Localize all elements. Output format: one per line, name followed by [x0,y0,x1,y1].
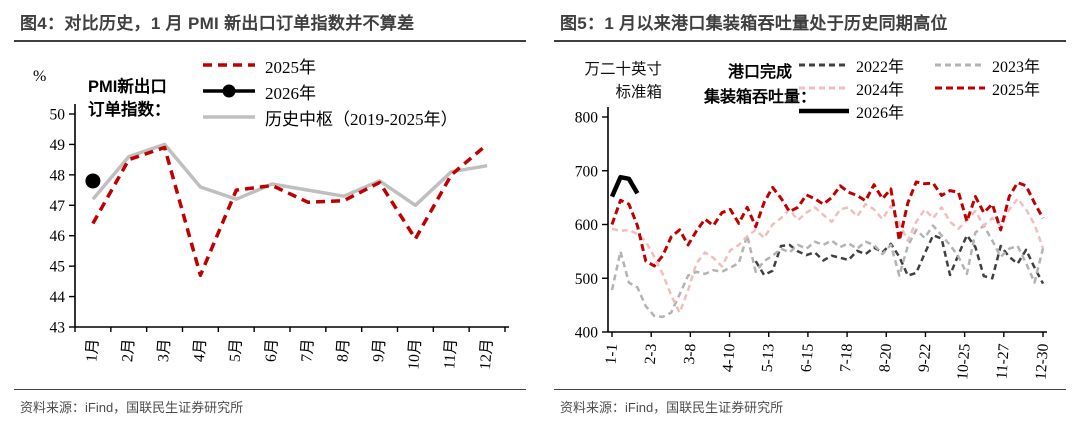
svg-text:7月: 7月 [298,338,317,362]
y-axis-unit-label: % [33,68,47,85]
svg-text:1-1: 1-1 [603,343,621,365]
series-group-label: 港口完成 集装箱吞吐量： [696,60,824,110]
legend-swatch-2022 [798,57,850,73]
legend-item-2022: 2022年 [798,53,934,77]
svg-text:10月: 10月 [405,338,424,370]
svg-text:6-15: 6-15 [798,343,817,373]
svg-text:6月: 6月 [262,338,281,362]
svg-text:11月: 11月 [441,338,460,370]
svg-text:5月: 5月 [227,338,246,362]
y-axis-unit-label: 万二十英寸 标准箱 [566,58,662,104]
legend-label-2025: 2025年 [992,81,1041,99]
legend-row-1: 2022年 2023年 [798,53,1070,76]
svg-text:9-22: 9-22 [916,343,935,373]
legend-item-2025: 2025年 [934,76,1070,100]
svg-text:11-27: 11-27 [993,343,1012,380]
series-group-label-line2: 订单指数： [88,101,171,119]
series-group-label-line1: 港口完成 [727,64,792,81]
legend-swatch-2026 [798,103,850,119]
legend-item-2024: 2024年 [798,76,934,100]
svg-text:49: 49 [50,137,66,154]
svg-text:46: 46 [50,228,66,245]
figure5-chart-area: 800 700 600 500 400 1-1 2-3 3-8 4-10 5-13 6-15 7-18… [540,42,1080,388]
figure4-panel: 图4：对比历史，1 月 PMI 新出口订单指数并不算差 50 49 48 47 46 45… [0,0,540,416]
source-note: 资料来源：iFind，国联民生证券研究所 [14,389,526,416]
svg-text:50: 50 [50,107,66,124]
svg-text:3月: 3月 [155,338,174,362]
legend-label-2023: 2023年 [992,58,1041,76]
legend-row-2: 2024年 2025年 [798,76,1070,99]
legend: 2022年 2023年 2024年 2025年 [798,53,1070,122]
pmi-line-chart: 50 49 48 47 46 45 44 43 1月 2月 3月 4月 5月 6月 7月 8月 9月 10月 11月… [50,104,509,370]
svg-text:8-20: 8-20 [876,343,895,373]
legend-swatch-2024 [798,80,850,96]
legend-item-historical-pivot: 历史中枢（2019-2025年） [202,104,458,130]
legend-item-2023: 2023年 [934,53,1070,77]
legend-label-2026: 2026年 [856,104,905,122]
legend-label-2024: 2024年 [856,81,905,99]
svg-text:400: 400 [575,325,599,342]
svg-text:44: 44 [50,289,66,306]
svg-text:4月: 4月 [191,338,210,362]
svg-text:2月: 2月 [119,338,138,362]
legend-label-2026: 2026年 [265,83,316,103]
svg-text:45: 45 [50,259,66,276]
legend-swatch-2023 [934,57,986,73]
legend-item-2026: 2026年 [798,99,934,123]
figure4-chart-area: 50 49 48 47 46 45 44 43 1月 2月 3月 4月 5月 6月 7月 8月 9月 10月 11月… [0,42,540,388]
svg-text:7-18: 7-18 [837,343,856,373]
svg-text:43: 43 [50,320,66,337]
legend-item-2025: 2025年 [202,52,458,78]
svg-text:1月: 1月 [83,338,102,362]
svg-text:12月: 12月 [477,338,496,370]
legend: 2025年 2026年 历史中枢（2019-2025年） [202,52,458,130]
figure4-title: 图4：对比历史，1 月 PMI 新出口订单指数并不算差 [14,0,526,42]
svg-text:9月: 9月 [370,338,389,362]
legend-row-3: 2026年 [798,99,1070,122]
source-note: 资料来源：iFind，国联民生证券研究所 [554,389,1066,416]
legend-label-historical-pivot: 历史中枢（2019-2025年） [265,109,458,129]
figure5-title: 图5：1 月以来港口集装箱吞吐量处于历史同期高位 [554,0,1066,42]
figure5-panel: 图5：1 月以来港口集装箱吞吐量处于历史同期高位 800 700 600 500 400… [540,0,1080,427]
legend-label-2022: 2022年 [856,58,905,76]
svg-text:700: 700 [575,163,599,180]
svg-text:10-25: 10-25 [954,343,973,381]
y-axis-unit-line2: 标准箱 [615,84,662,101]
series-group-label-line2: 集装箱吞吐量： [703,89,816,106]
svg-text:48: 48 [50,167,66,184]
svg-text:47: 47 [50,198,66,215]
legend-label-2025: 2025年 [265,57,316,77]
svg-text:12-30: 12-30 [1033,343,1052,381]
svg-text:800: 800 [575,110,599,127]
svg-text:500: 500 [575,271,599,288]
series-group-label-line1: PMI新出口 [88,78,167,96]
y-axis-unit-line1: 万二十英寸 [584,61,662,78]
svg-text:8月: 8月 [334,338,353,362]
svg-text:5-13: 5-13 [759,343,778,373]
legend-item-2026: 2026年 [202,78,458,104]
svg-text:4-10: 4-10 [720,343,739,373]
series-group-label: PMI新出口 订单指数： [88,76,171,122]
svg-text:3-8: 3-8 [681,343,699,365]
svg-text:2-3: 2-3 [642,343,660,365]
legend-swatch-2026 [202,82,256,100]
svg-text:600: 600 [575,217,599,234]
legend-swatch-historical-pivot [202,108,256,126]
legend-swatch-2025 [934,80,986,96]
legend-swatch-2025 [202,56,256,74]
